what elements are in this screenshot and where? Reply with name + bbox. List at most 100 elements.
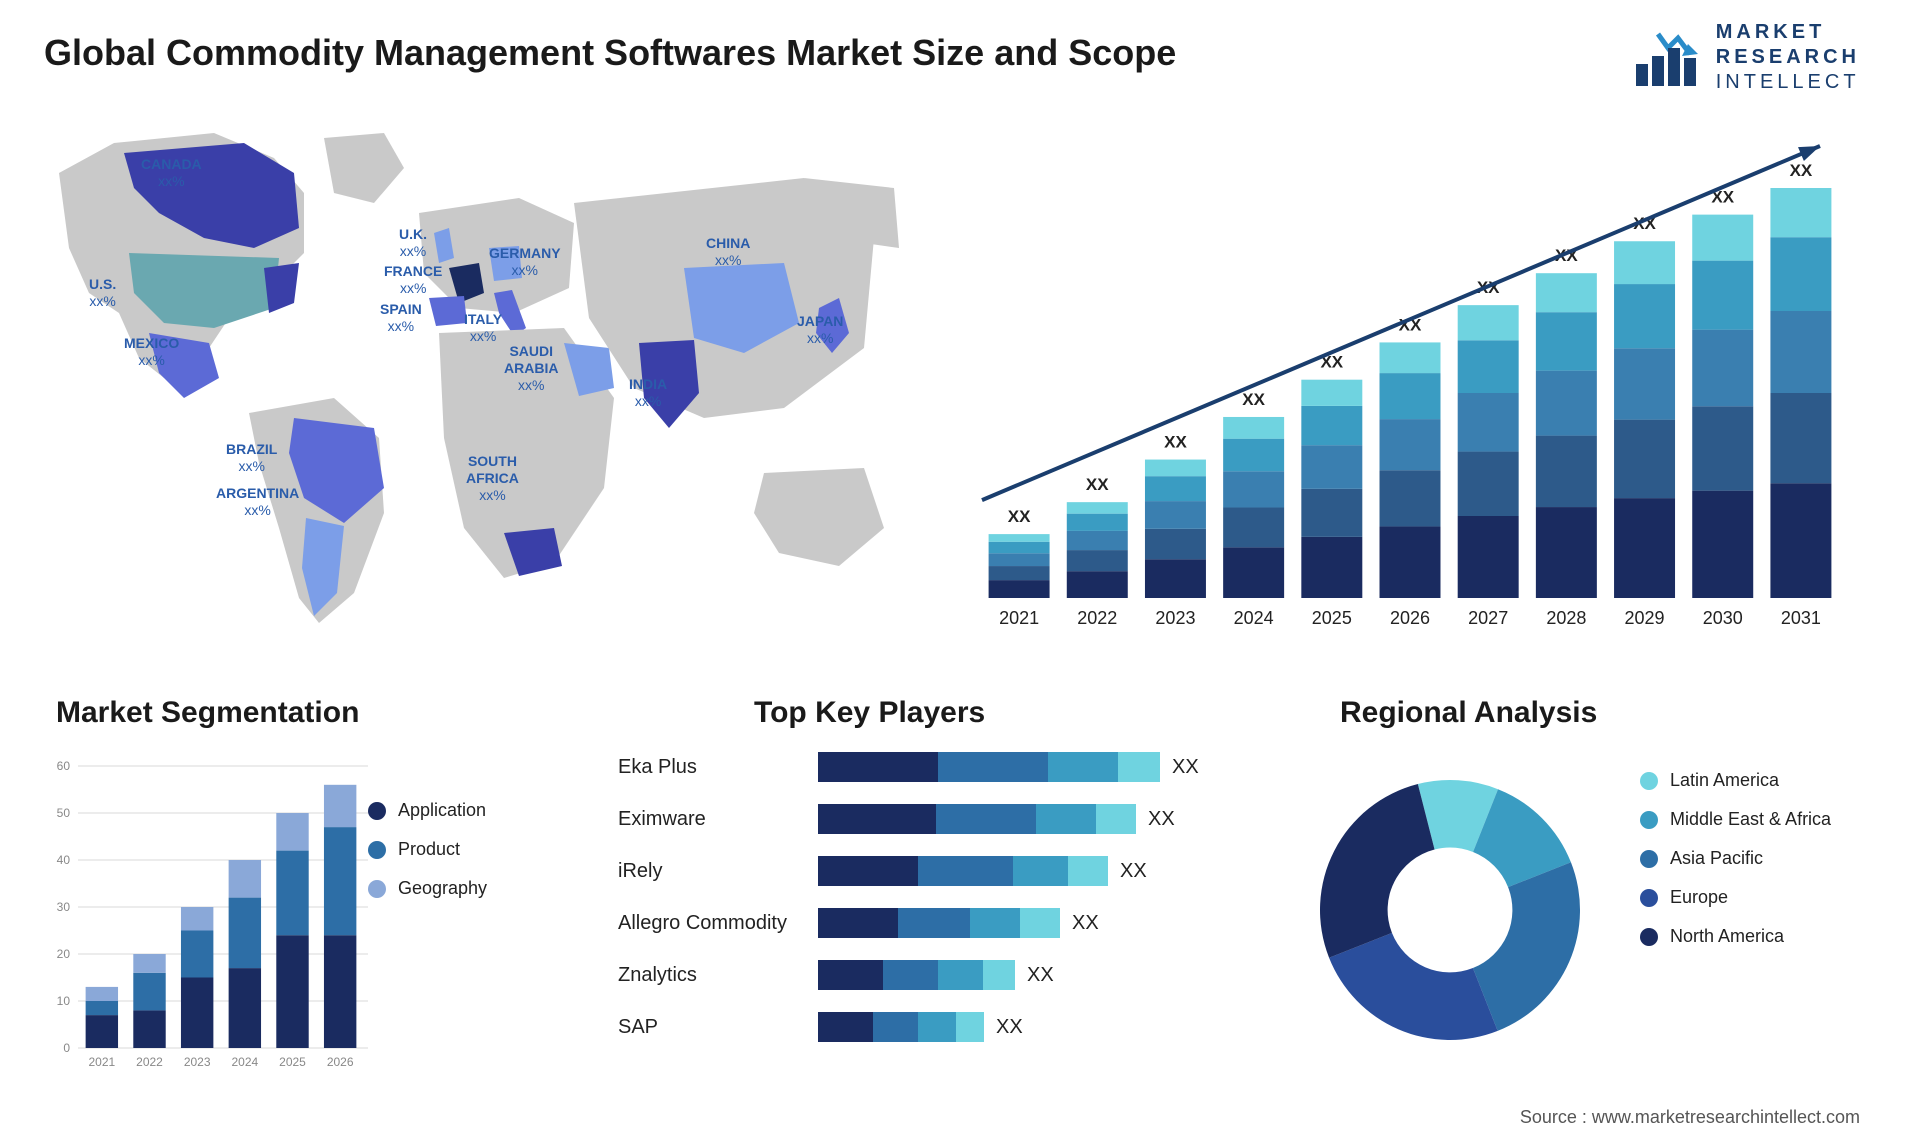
player-value: XX [1072,912,1099,935]
map-label: U.S.xx% [89,276,116,310]
player-name: Znalytics [618,964,818,987]
svg-text:40: 40 [57,853,71,867]
svg-text:30: 30 [57,900,71,914]
player-value: XX [1027,964,1054,987]
player-bar-segment [818,804,936,834]
legend-item: Application [368,800,487,821]
player-bar-segment [918,1012,956,1042]
legend-item: Geography [368,878,487,899]
player-bar-segment [883,960,938,990]
key-players-chart: Eka PlusXXEximwareXXiRelyXXAllegro Commo… [618,748,1258,1088]
player-bar-segment [1013,856,1068,886]
player-bar-segment [818,856,918,886]
map-label: SAUDIARABIAxx% [504,343,558,393]
player-bar-segment [1048,752,1118,782]
svg-text:2022: 2022 [136,1055,163,1069]
brand-logo: MARKET RESEARCH INTELLECT [1632,20,1860,95]
player-bar-segment [983,960,1015,990]
svg-text:20: 20 [57,947,71,961]
player-value: XX [1172,756,1199,779]
svg-text:XX: XX [1242,390,1265,409]
player-bar-segment [818,960,883,990]
map-label: BRAZILxx% [226,441,277,475]
player-row: Eka Plus XX [618,748,1258,786]
map-label: ARGENTINAxx% [216,485,299,519]
player-bar-segment [898,908,970,938]
logo-icon [1632,26,1702,90]
player-bar-segment [1036,804,1096,834]
legend-item: Europe [1640,887,1831,908]
player-bar-segment [1068,856,1108,886]
player-bar-segment [938,960,983,990]
legend-item: Latin America [1640,770,1831,791]
segmentation-legend: ApplicationProductGeography [368,800,487,917]
logo-text-1: MARKET [1716,20,1860,45]
svg-text:2021: 2021 [999,608,1039,628]
svg-text:2021: 2021 [88,1055,115,1069]
legend-item: Middle East & Africa [1640,809,1831,830]
player-bar-segment [1118,752,1160,782]
map-label: JAPANxx% [797,313,843,347]
player-bar-segment [818,1012,873,1042]
map-label: ITALYxx% [464,311,502,345]
svg-text:10: 10 [57,994,71,1008]
page-title: Global Commodity Management Softwares Ma… [44,32,1176,74]
player-bar-segment [970,908,1020,938]
player-bar-segment [1020,908,1060,938]
legend-item: North America [1640,926,1831,947]
player-row: SAP XX [618,1008,1258,1046]
source-attribution: Source : www.marketresearchintellect.com [1520,1107,1860,1128]
player-row: Eximware XX [618,800,1258,838]
player-name: Eximware [618,808,818,831]
svg-text:XX: XX [1008,507,1031,526]
player-bar-segment [936,804,1036,834]
player-bar-segment [873,1012,918,1042]
svg-text:50: 50 [57,806,71,820]
svg-text:2030: 2030 [1703,608,1743,628]
svg-text:2026: 2026 [327,1055,354,1069]
player-name: iRely [618,860,818,883]
legend-item: Asia Pacific [1640,848,1831,869]
svg-text:2025: 2025 [279,1055,306,1069]
svg-text:60: 60 [57,759,71,773]
regional-legend: Latin America Middle East & Africa Asia Pa… [1640,770,1831,965]
section-title-players: Top Key Players [754,696,985,730]
svg-text:0: 0 [63,1041,70,1055]
player-row: iRely XX [618,852,1258,890]
player-bar-segment [818,908,898,938]
player-name: Allegro Commodity [618,912,818,935]
player-bar-segment [818,752,938,782]
segmentation-chart: 0 10 20 30 40 50 60 2021 2022 2023 2024 2025 2026 [44,748,604,1078]
svg-text:2023: 2023 [184,1055,211,1069]
svg-text:2024: 2024 [1234,608,1274,628]
player-bar-segment [1096,804,1136,834]
map-label: CHINAxx% [706,235,750,269]
svg-text:2022: 2022 [1077,608,1117,628]
map-label: FRANCExx% [384,263,442,297]
player-value: XX [1148,808,1175,831]
svg-text:XX: XX [1164,433,1187,452]
map-label: GERMANYxx% [489,245,561,279]
player-bar-segment [938,752,1048,782]
player-row: Znalytics XX [618,956,1258,994]
player-name: Eka Plus [618,756,818,779]
player-value: XX [996,1016,1023,1039]
player-bar-segment [956,1012,984,1042]
svg-text:XX: XX [1086,475,1109,494]
section-title-regional: Regional Analysis [1340,696,1597,730]
svg-text:2023: 2023 [1155,608,1195,628]
regional-donut [1300,760,1600,1060]
world-map: CANADAxx%U.S.xx%MEXICOxx%BRAZILxx%ARGENT… [44,118,914,648]
svg-text:2031: 2031 [1781,608,1821,628]
player-row: Allegro Commodity XX [618,904,1258,942]
svg-text:2025: 2025 [1312,608,1352,628]
market-size-chart: XX2021XX2022XX2023XX2024XX2025XX2026XX20… [960,128,1860,648]
player-name: SAP [618,1016,818,1039]
logo-text-2: RESEARCH [1716,45,1860,70]
player-value: XX [1120,860,1147,883]
svg-text:2029: 2029 [1625,608,1665,628]
svg-text:2024: 2024 [231,1055,258,1069]
logo-text-3: INTELLECT [1716,70,1860,95]
map-label: MEXICOxx% [124,335,179,369]
map-label: SPAINxx% [380,301,422,335]
